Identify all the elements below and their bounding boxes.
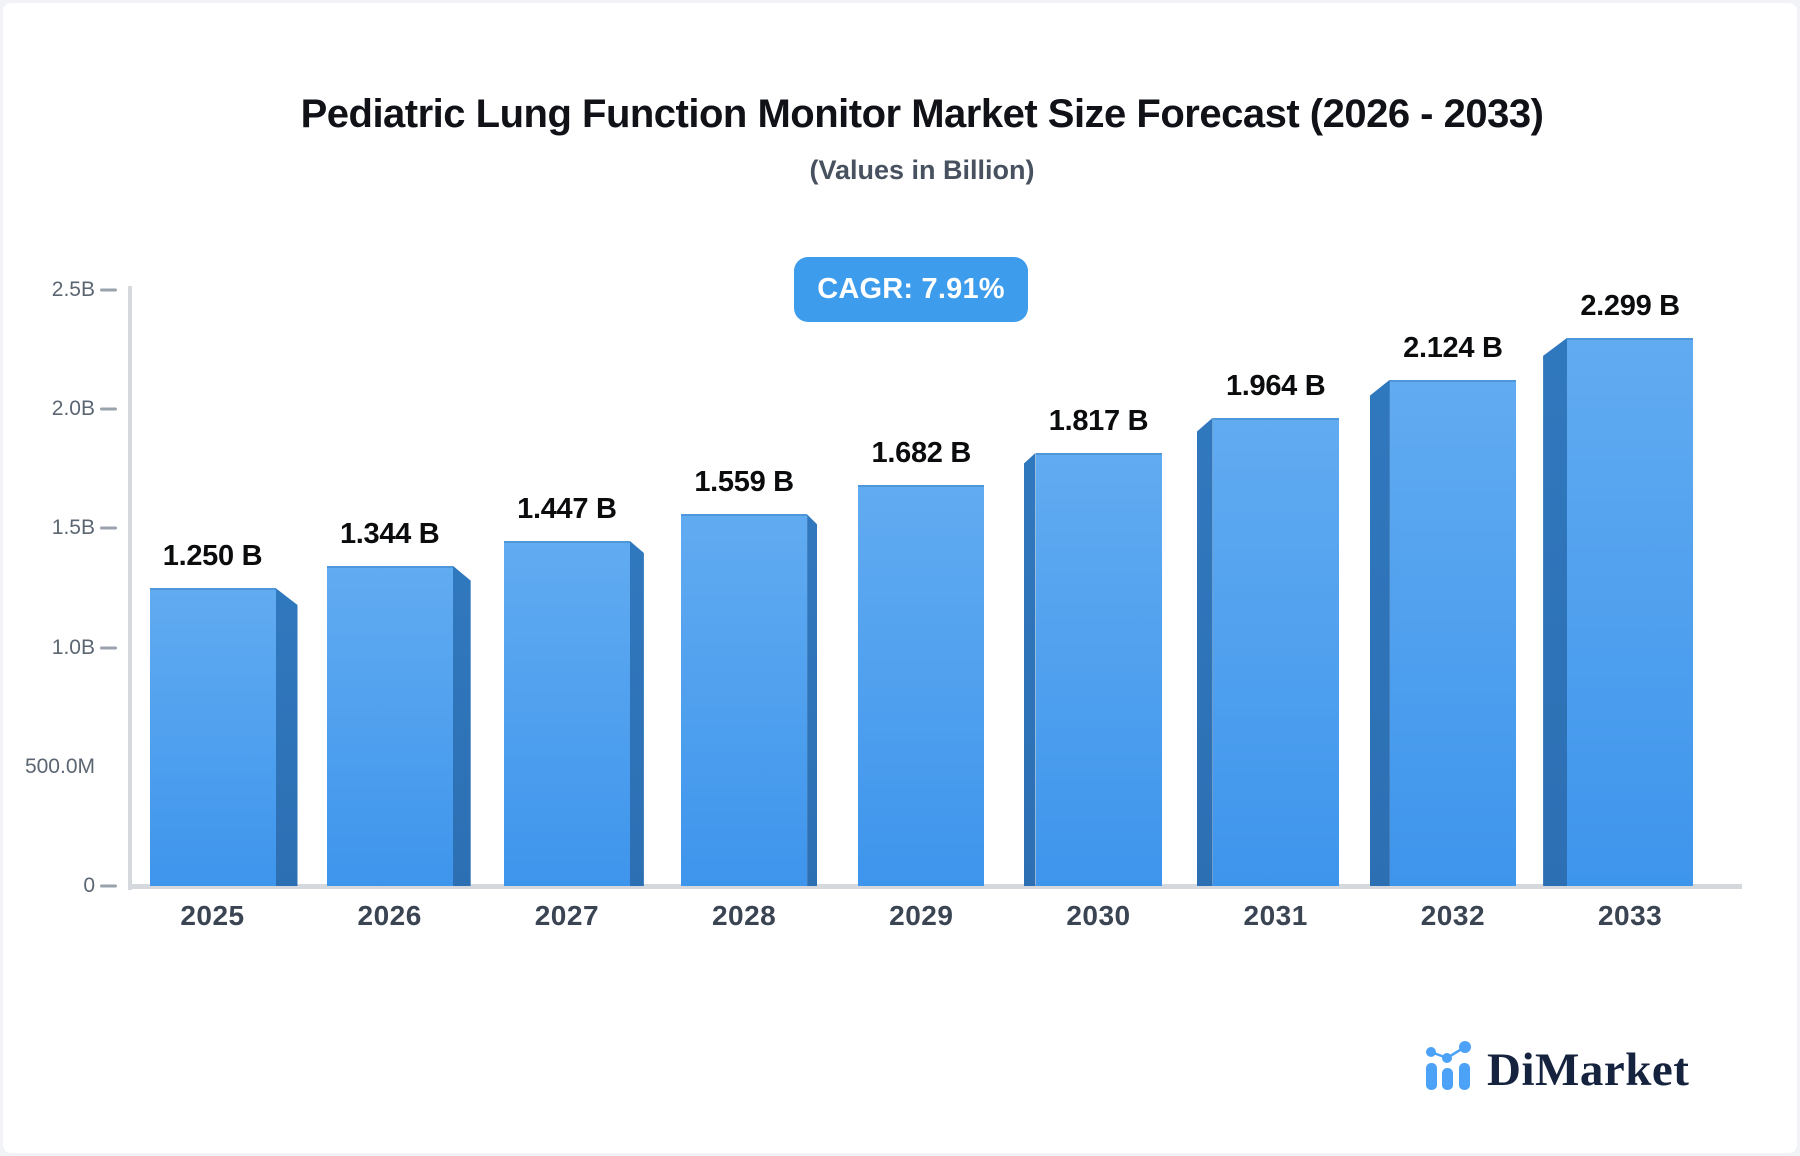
bar-side-face <box>1369 379 1390 886</box>
bar-side-face <box>1023 452 1036 886</box>
bar-value-label: 1.682 B <box>871 437 972 469</box>
y-tick-dash <box>100 884 117 888</box>
bar[interactable] <box>858 485 985 886</box>
bar-side-face <box>807 514 818 886</box>
x-axis-line <box>128 884 1742 889</box>
bar-side-face <box>1196 417 1213 886</box>
x-tick-label: 2031 <box>1243 900 1308 931</box>
bar-value-label: 1.250 B <box>162 540 263 572</box>
x-tick-label: 2030 <box>1066 900 1131 931</box>
y-tick-label: 0 <box>83 874 95 897</box>
y-tick-label: 2.0B <box>51 397 95 421</box>
bar-value-label: 1.559 B <box>694 466 794 499</box>
x-tick-label: 2027 <box>534 900 600 931</box>
cagr-badge-label: CAGR: 7.91% <box>817 273 1005 305</box>
bar[interactable] <box>503 541 630 886</box>
y-tick-dash <box>100 407 117 411</box>
y-tick-label: 500.0M <box>24 754 95 778</box>
bar[interactable] <box>326 565 453 886</box>
cagr-badge: CAGR: 7.91% <box>794 257 1028 322</box>
x-tick-label: 2025 <box>180 900 245 931</box>
title-block: Pediatric Lung Function Monitor Market S… <box>40 92 1800 186</box>
y-axis-line <box>128 286 132 890</box>
bar-value-label: 1.817 B <box>1048 404 1149 437</box>
chart-title: Pediatric Lung Function Monitor Market S… <box>300 92 1544 136</box>
bar-value-label: 1.344 B <box>339 517 440 550</box>
y-tick-label: 1.5B <box>51 516 95 540</box>
chart-subtitle: (Values in Billion) <box>809 155 1035 185</box>
x-tick-label: 2033 <box>1597 900 1663 931</box>
bar-value-label: 2.299 B <box>1580 289 1680 322</box>
bar-side-face <box>452 565 471 886</box>
y-tick-dash <box>100 526 117 530</box>
bar-chart-logo-icon <box>1426 1041 1471 1090</box>
bar-side-face <box>1543 337 1568 886</box>
bar-side-face <box>275 588 298 886</box>
y-tick-dash <box>100 288 117 292</box>
bar-value-label: 1.447 B <box>517 493 617 526</box>
bar[interactable] <box>1389 379 1516 886</box>
bar-value-label: 1.964 B <box>1225 369 1326 402</box>
x-tick-label: 2029 <box>889 900 954 931</box>
bar-side-face <box>629 541 644 886</box>
y-tick-label: 2.5B <box>51 278 95 301</box>
bar[interactable] <box>149 588 276 886</box>
bar-value-label: 2.124 B <box>1403 331 1503 364</box>
bar[interactable] <box>1567 337 1694 886</box>
bar[interactable] <box>1035 452 1162 886</box>
x-tick-label: 2028 <box>711 900 777 931</box>
brand-name: DiMarket <box>1487 1044 1690 1096</box>
brand-watermark[interactable]: DiMarket <box>1422 1036 1689 1094</box>
x-tick-label: 2026 <box>357 900 422 931</box>
bar[interactable] <box>681 514 808 886</box>
bar[interactable] <box>1212 417 1339 886</box>
y-tick-dash <box>100 646 117 650</box>
x-tick-label: 2032 <box>1420 900 1486 931</box>
y-tick-label: 1.0B <box>51 635 95 659</box>
